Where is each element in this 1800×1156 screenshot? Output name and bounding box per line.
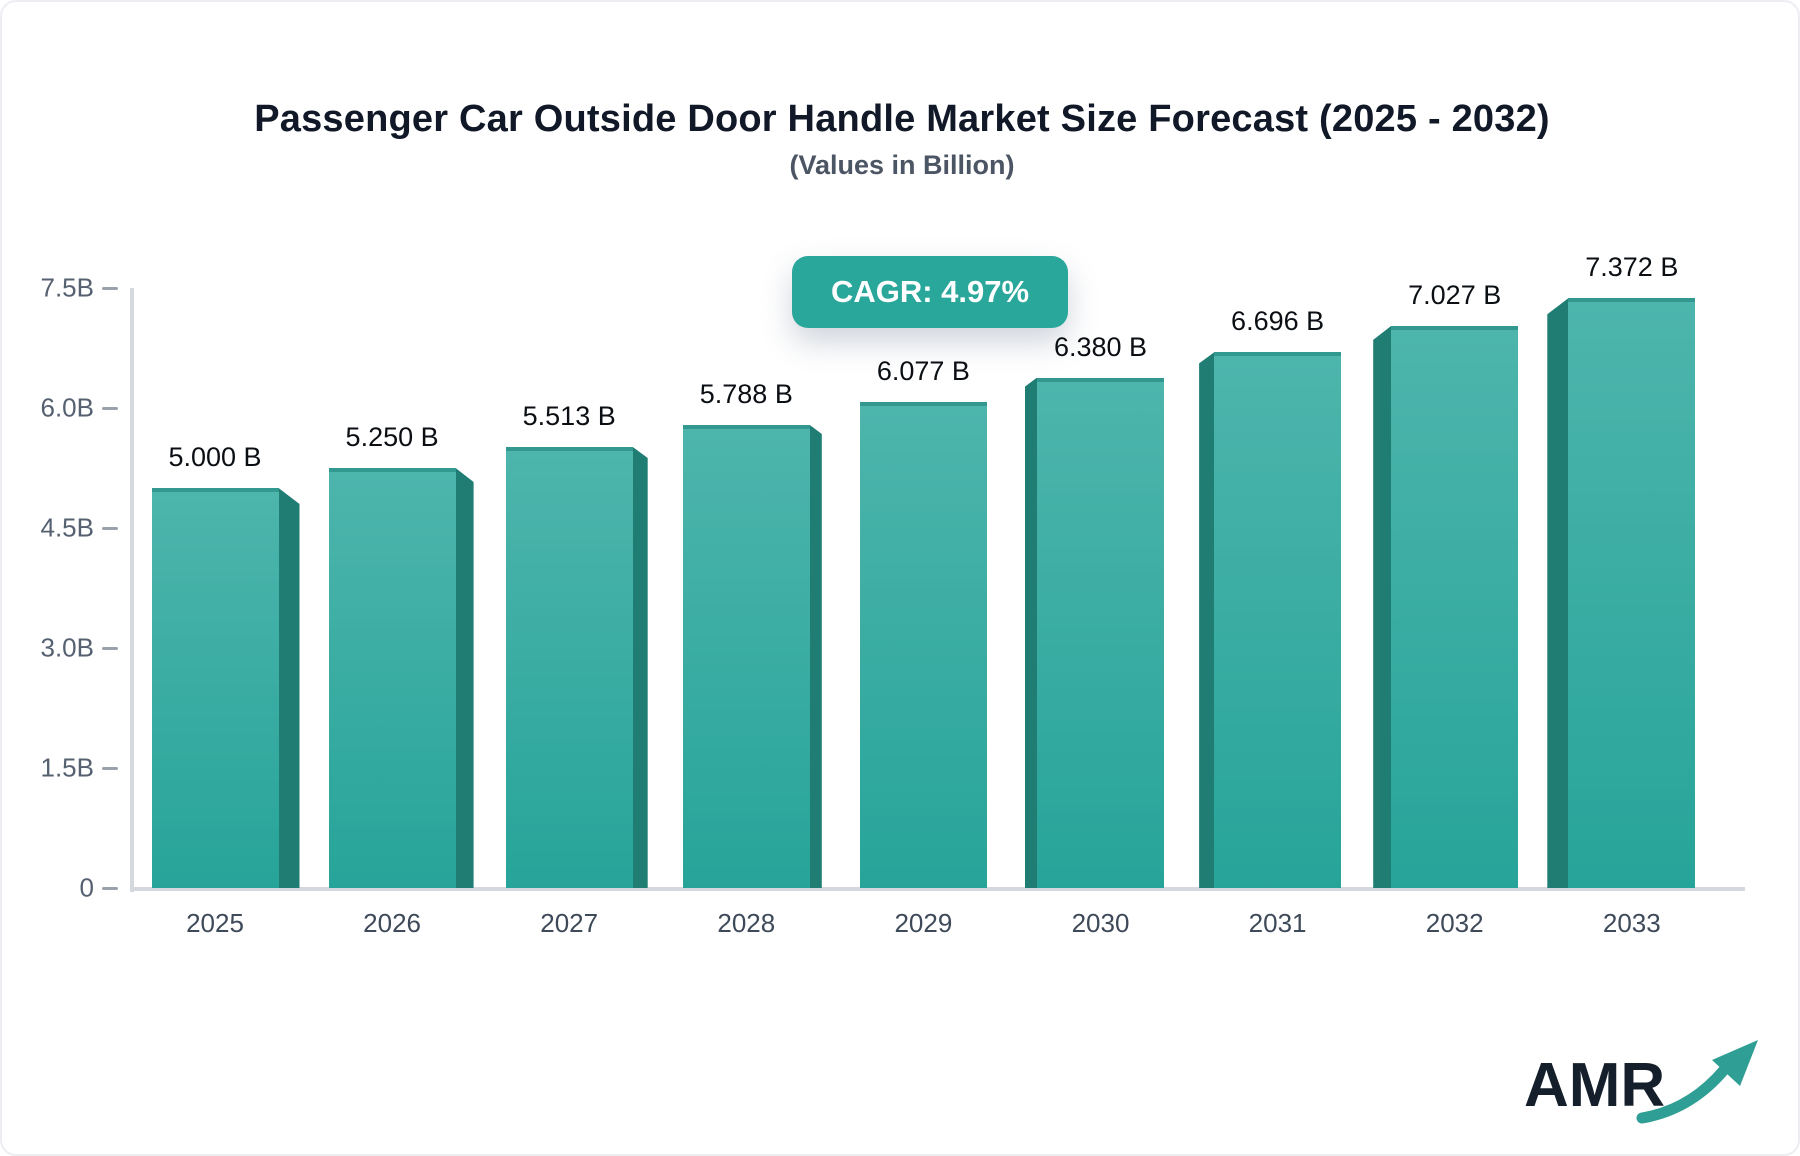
bar-value-label-2033: 7.372 B — [1585, 252, 1679, 283]
bar-value-label-2031: 6.696 B — [1231, 306, 1325, 337]
y-tick-label-1.5B: 1.5B — [40, 752, 95, 783]
bar-value-label-2027: 5.513 B — [522, 400, 616, 431]
chart-title: Passenger Car Outside Door Handle Market… — [254, 98, 1550, 140]
bar-2025 — [151, 488, 279, 888]
y-tick-mark-1.5B — [102, 766, 118, 770]
x-tick-label-2032: 2032 — [1425, 908, 1484, 938]
bar-value-label-2025: 5.000 B — [168, 442, 262, 472]
y-tick-mark-4.5B — [102, 526, 118, 530]
bar-value-label-2028: 5.788 B — [699, 378, 793, 409]
amr-logo: AMR — [1524, 1034, 1784, 1129]
logo-arrow-icon — [1636, 1064, 1730, 1124]
amr-logo-text: AMR — [1524, 1051, 1665, 1120]
x-tick-label-2025: 2025 — [186, 908, 244, 938]
amr-logo-graphic: AMR — [1524, 1040, 1758, 1124]
x-tick-label-2026: 2026 — [363, 908, 422, 938]
bar-side-2027 — [632, 446, 648, 888]
bar-2029 — [859, 401, 987, 888]
bar-side-2031 — [1199, 352, 1215, 888]
logo-arrowhead-icon — [1712, 1040, 1758, 1086]
y-tick-mark-7.5B — [102, 286, 118, 290]
y-tick-mark-6.0B — [102, 406, 118, 410]
bar-2026 — [328, 468, 456, 888]
bar-side-2025 — [278, 488, 300, 888]
bar-side-2033 — [1547, 298, 1569, 888]
bar-value-label-2032: 7.027 B — [1408, 279, 1502, 310]
bar-2032 — [1391, 325, 1519, 888]
chart-subtitle: (Values in Billion) — [789, 150, 1015, 180]
bar-2028 — [682, 424, 810, 888]
y-tick-mark-3.0B — [102, 646, 118, 650]
bar-side-2030 — [1025, 377, 1037, 888]
x-tick-label-2029: 2029 — [894, 908, 953, 938]
y-tick-label-4.5B: 4.5B — [40, 512, 95, 543]
x-axis-line — [130, 887, 1745, 891]
y-tick-label-6.0B: 6.0B — [40, 392, 95, 423]
y-tick-label-7.5B: 7.5B — [40, 272, 95, 303]
cagr-badge-label: CAGR: 4.97% — [830, 274, 1030, 309]
bar-value-label-2026: 5.250 B — [345, 422, 439, 452]
y-tick-mark-0 — [102, 886, 118, 890]
bar-side-2028 — [809, 424, 822, 888]
bar-2030 — [1037, 377, 1164, 888]
cagr-badge: CAGR: 4.97% — [792, 256, 1068, 328]
bar-value-label-2030: 6.380 B — [1053, 331, 1148, 362]
x-tick-label-2030: 2030 — [1071, 908, 1130, 938]
bar-2033 — [1568, 298, 1696, 888]
bar-side-2032 — [1373, 325, 1392, 888]
y-tick-label-0: 0 — [79, 872, 94, 903]
y-axis-line — [130, 288, 134, 892]
x-tick-label-2031: 2031 — [1248, 908, 1307, 938]
x-tick-label-2033: 2033 — [1602, 908, 1661, 938]
bar-2027 — [505, 446, 633, 888]
y-tick-label-3.0B: 3.0B — [40, 632, 95, 663]
x-tick-label-2028: 2028 — [717, 908, 776, 938]
bar-value-label-2029: 6.077 B — [876, 355, 970, 386]
bar-side-2026 — [455, 468, 474, 888]
bar-2031 — [1214, 352, 1342, 888]
x-tick-label-2027: 2027 — [540, 908, 599, 938]
